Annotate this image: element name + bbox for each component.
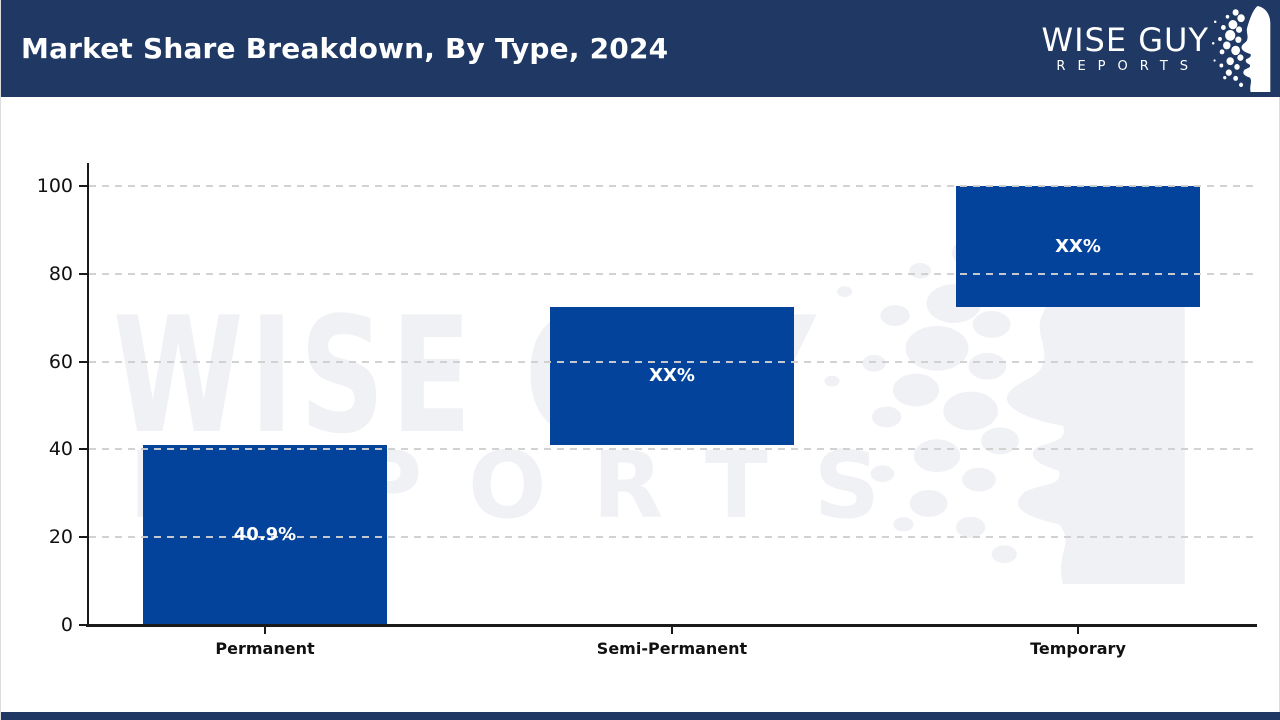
gridline xyxy=(89,536,1256,539)
x-axis-tick xyxy=(264,627,266,634)
header-bar: Market Share Breakdown, By Type, 2024 WI… xyxy=(1,0,1280,97)
y-axis-tick xyxy=(79,536,87,539)
gridline xyxy=(89,185,1256,187)
logo-wordmark-line1: WISE GUY xyxy=(1041,21,1209,59)
bar-value-label: XX% xyxy=(649,365,695,387)
y-axis-tick xyxy=(79,448,87,451)
logo-face-icon xyxy=(1211,6,1271,92)
gridline xyxy=(89,272,1256,275)
page-title: Market Share Breakdown, By Type, 2024 xyxy=(21,32,669,65)
bar-value-label: XX% xyxy=(1055,235,1101,257)
bar xyxy=(550,307,794,446)
y-axis-tick xyxy=(79,624,87,626)
y-tick-label: 100 xyxy=(36,175,73,197)
y-tick-label: 60 xyxy=(48,350,73,373)
footer-bar xyxy=(1,712,1280,720)
gridline xyxy=(89,448,1256,451)
y-axis-line xyxy=(87,163,89,626)
y-tick-label: 20 xyxy=(48,526,73,549)
bar-value-label: 40.9% xyxy=(233,524,297,546)
y-tick-label: 80 xyxy=(48,262,73,285)
x-category-label: Semi-Permanent xyxy=(596,639,748,658)
x-category-label: Temporary xyxy=(1030,639,1126,658)
logo-wordmark: WISE GUY REPORTS xyxy=(1041,22,1209,76)
y-axis-tick xyxy=(79,360,87,363)
x-axis-line xyxy=(86,624,1257,627)
y-axis-tick xyxy=(79,185,87,187)
logo-wordmark-line2: REPORTS xyxy=(1056,59,1201,74)
x-category-label: Permanent xyxy=(215,639,315,658)
gridline xyxy=(89,360,1256,363)
x-axis-tick xyxy=(671,627,673,634)
wise-guy-reports-logo: WISE GUY REPORTS xyxy=(1041,4,1271,94)
bar xyxy=(143,445,387,625)
y-tick-label: 0 xyxy=(60,614,73,636)
y-tick-label: 40 xyxy=(48,438,73,461)
x-axis-tick xyxy=(1077,627,1079,634)
y-axis-tick xyxy=(79,272,87,275)
